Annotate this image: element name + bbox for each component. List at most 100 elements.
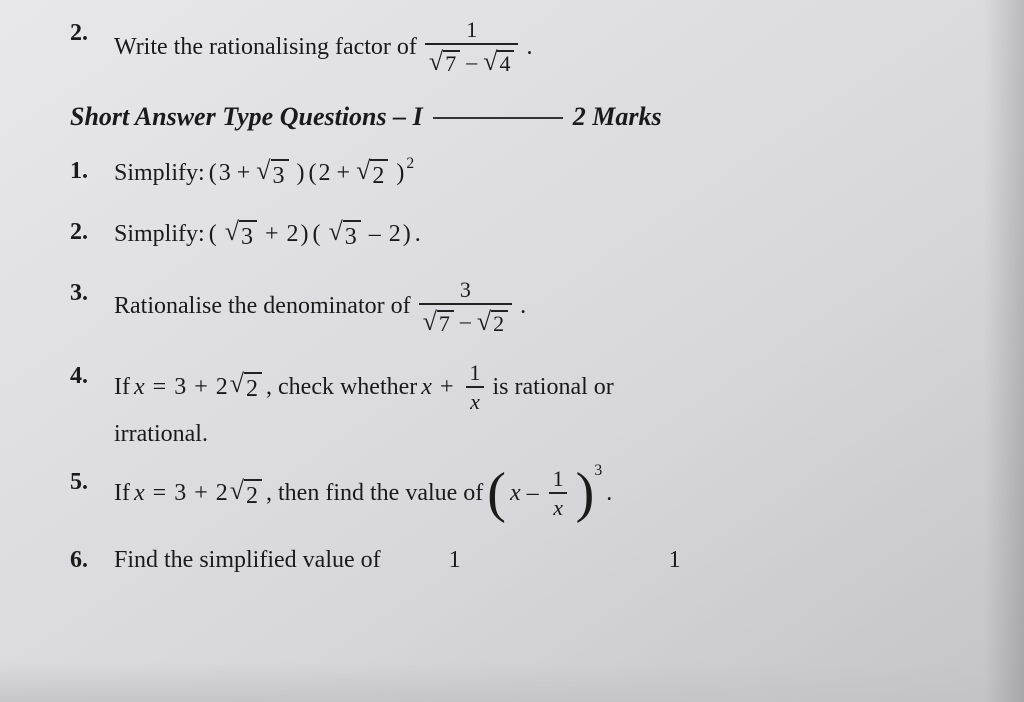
text: Simplify: [114, 219, 205, 249]
op: + [434, 372, 460, 402]
op: – [363, 219, 387, 249]
radicand: 7 [437, 310, 454, 335]
var: x [134, 372, 145, 402]
exponent: 3 [594, 461, 602, 481]
number: 2. [70, 18, 114, 48]
exponent: 2 [406, 154, 414, 173]
text: , then find the value of [266, 478, 483, 508]
sqrt: √ 7 [423, 307, 454, 335]
text: , check whether [266, 372, 417, 402]
question-body: If x = 3 + 2 √ 2 , then find the value o… [114, 467, 984, 519]
radical-icon: √ [225, 219, 239, 254]
eq: = [147, 372, 173, 402]
paren-content: x – 1 x [506, 467, 576, 519]
term: 2 [319, 158, 331, 188]
sqrt: √ 2 [230, 476, 262, 511]
radicand: 2 [244, 479, 262, 511]
question-3: 3. Rationalise the denominator of 3 √ 7 … [70, 278, 984, 335]
var: x [421, 372, 432, 402]
rule [433, 117, 563, 119]
op: – [521, 478, 545, 508]
sqrt: √ 3 [225, 217, 257, 252]
radical-icon: √ [256, 158, 270, 193]
question-body: Rationalise the denominator of 3 √ 7 – √… [114, 278, 984, 335]
numerator: 1 [549, 467, 568, 492]
radical-icon: √ [356, 158, 370, 193]
bottom-fade [0, 662, 1024, 702]
page-content: 2. Write the rationalising factor of 1 √… [0, 0, 1024, 575]
paren-group: (2 + √ 2 )2 [309, 156, 415, 191]
op: + [259, 219, 285, 249]
term: 2 [389, 219, 401, 249]
text: . [526, 32, 532, 62]
text: Simplify: [114, 158, 205, 188]
var: x [470, 389, 480, 414]
paren-group: (3 + √ 3 ) [209, 156, 305, 191]
coef: 2 [216, 478, 228, 508]
numerator: 1 [462, 18, 481, 43]
radical-icon: √ [477, 309, 491, 337]
var: x [553, 495, 563, 520]
text: is rational or [492, 372, 613, 402]
fraction: 3 √ 7 – √ 2 [415, 278, 517, 335]
op: + [233, 158, 255, 188]
radicand: 3 [343, 220, 361, 252]
numerator: 3 [456, 278, 475, 303]
pretext-q2: 2. Write the rationalising factor of 1 √… [70, 18, 984, 75]
op: – [462, 50, 481, 73]
coef: 2 [216, 372, 228, 402]
text: irrational. [114, 419, 984, 449]
text: Find the simplified value of [114, 545, 381, 575]
number: 5. [70, 467, 114, 497]
radicand: 4 [497, 50, 514, 75]
fragment: 1 [669, 545, 681, 575]
question-body: Simplify: (3 + √ 3 ) (2 + √ 2 )2 [114, 156, 984, 191]
var: x [510, 478, 521, 508]
big-paren: ( x – 1 x ) 3 [487, 467, 602, 519]
equation: x = 3 + 2 √ 2 [134, 369, 262, 404]
radicand: 3 [239, 220, 257, 252]
radical-icon: √ [429, 49, 443, 77]
op: + [333, 158, 355, 188]
denominator: x [549, 492, 567, 519]
fraction: 1 x [461, 361, 488, 413]
sqrt: √ 7 [429, 47, 460, 75]
paren-group: ( √ 3 + 2) [209, 217, 309, 252]
radical-icon: √ [423, 309, 437, 337]
term: 3 [219, 158, 231, 188]
text: . [415, 219, 421, 249]
radicand: 2 [370, 159, 388, 191]
term: 3 [174, 478, 186, 508]
number: 6. [70, 545, 114, 575]
radicand: 2 [491, 310, 508, 335]
number: 4. [70, 361, 114, 391]
equation: x = 3 + 2 √ 2 [134, 476, 262, 511]
sqrt: √ 3 [256, 156, 288, 191]
text: If [114, 478, 130, 508]
sqrt: √ 2 [356, 156, 388, 191]
number: 3. [70, 278, 114, 308]
number: 1. [70, 156, 114, 186]
question-6-cutoff: 6. Find the simplified value of 1 1 [70, 545, 984, 575]
question-body: Find the simplified value of 1 1 [114, 545, 984, 575]
text: If [114, 372, 130, 402]
numerator: 1 [465, 361, 484, 386]
term: 3 [174, 372, 186, 402]
var: x [134, 478, 145, 508]
question-4: 4. If x = 3 + 2 √ 2 , check whether x + … [70, 361, 984, 449]
denominator: √ 7 – √ 4 [425, 43, 519, 75]
denominator: x [466, 386, 484, 413]
question-1: 1. Simplify: (3 + √ 3 ) (2 + √ 2 )2 [70, 156, 984, 191]
term: 2 [287, 219, 299, 249]
sqrt: √ 2 [230, 369, 262, 404]
question-2: 2. Simplify: ( √ 3 + 2) ( √ 3 – 2) . [70, 217, 984, 252]
sqrt: √ 2 [477, 307, 508, 335]
op: + [188, 372, 214, 402]
text: Rationalise the denominator of [114, 291, 411, 321]
fraction: 1 x [545, 467, 572, 519]
fraction: 1 √ 7 – √ 4 [421, 18, 523, 75]
question-body: Simplify: ( √ 3 + 2) ( √ 3 – 2) . [114, 217, 984, 252]
text: Write the rationalising factor of [114, 32, 417, 62]
text: . [606, 478, 612, 508]
expression: x + 1 x [421, 361, 488, 413]
